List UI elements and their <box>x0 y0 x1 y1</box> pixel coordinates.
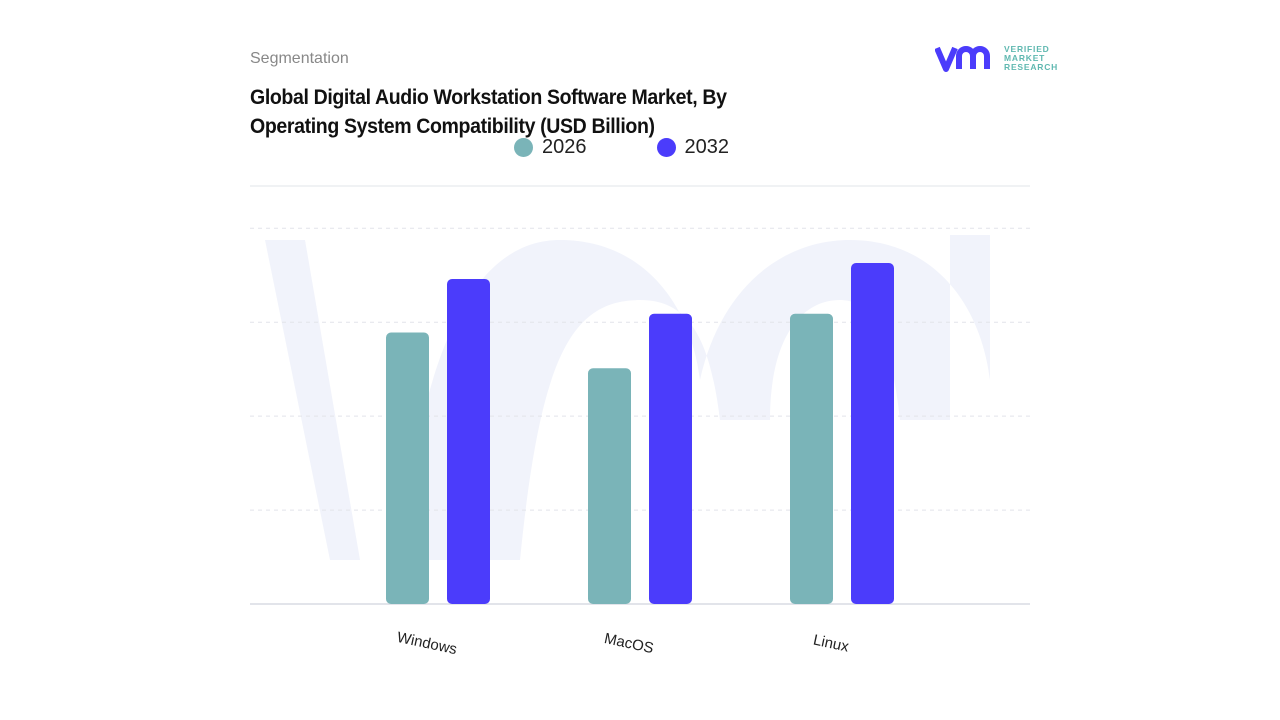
bar-macos-2032 <box>649 313 692 604</box>
logo: VERIFIED MARKET RESEARCH <box>935 44 1058 72</box>
logo-line: RESEARCH <box>1004 61 1059 72</box>
x-tick-label: Windows <box>395 629 458 658</box>
bar-windows-2032 <box>447 278 490 604</box>
legend-label: 2026 <box>542 136 587 158</box>
legend-item-2026: 2026 <box>514 136 587 159</box>
x-tick-label: MacOS <box>603 630 655 657</box>
bar-macos-2026 <box>588 368 631 604</box>
legend-label: 2032 <box>684 136 730 158</box>
watermark <box>265 235 990 560</box>
logo-line: VERIFIED <box>1004 43 1050 54</box>
bar-linux-2032 <box>851 263 894 604</box>
vmr-logo-icon <box>935 46 990 72</box>
logo-line: MARKET <box>1004 52 1046 63</box>
chart-title: Global Digital Audio Workstation Softwar… <box>250 86 727 138</box>
bar-linux-2026 <box>790 313 833 604</box>
section-label: Segmentation <box>250 50 349 67</box>
legend-item-2032: 2032 <box>656 136 730 159</box>
legend: 2026 2032 <box>514 136 729 159</box>
bar-windows-2026 <box>386 332 429 604</box>
legend-swatch-2026 <box>514 138 533 157</box>
legend-swatch-2032 <box>656 138 676 157</box>
x-tick-label: Linux <box>812 632 851 656</box>
